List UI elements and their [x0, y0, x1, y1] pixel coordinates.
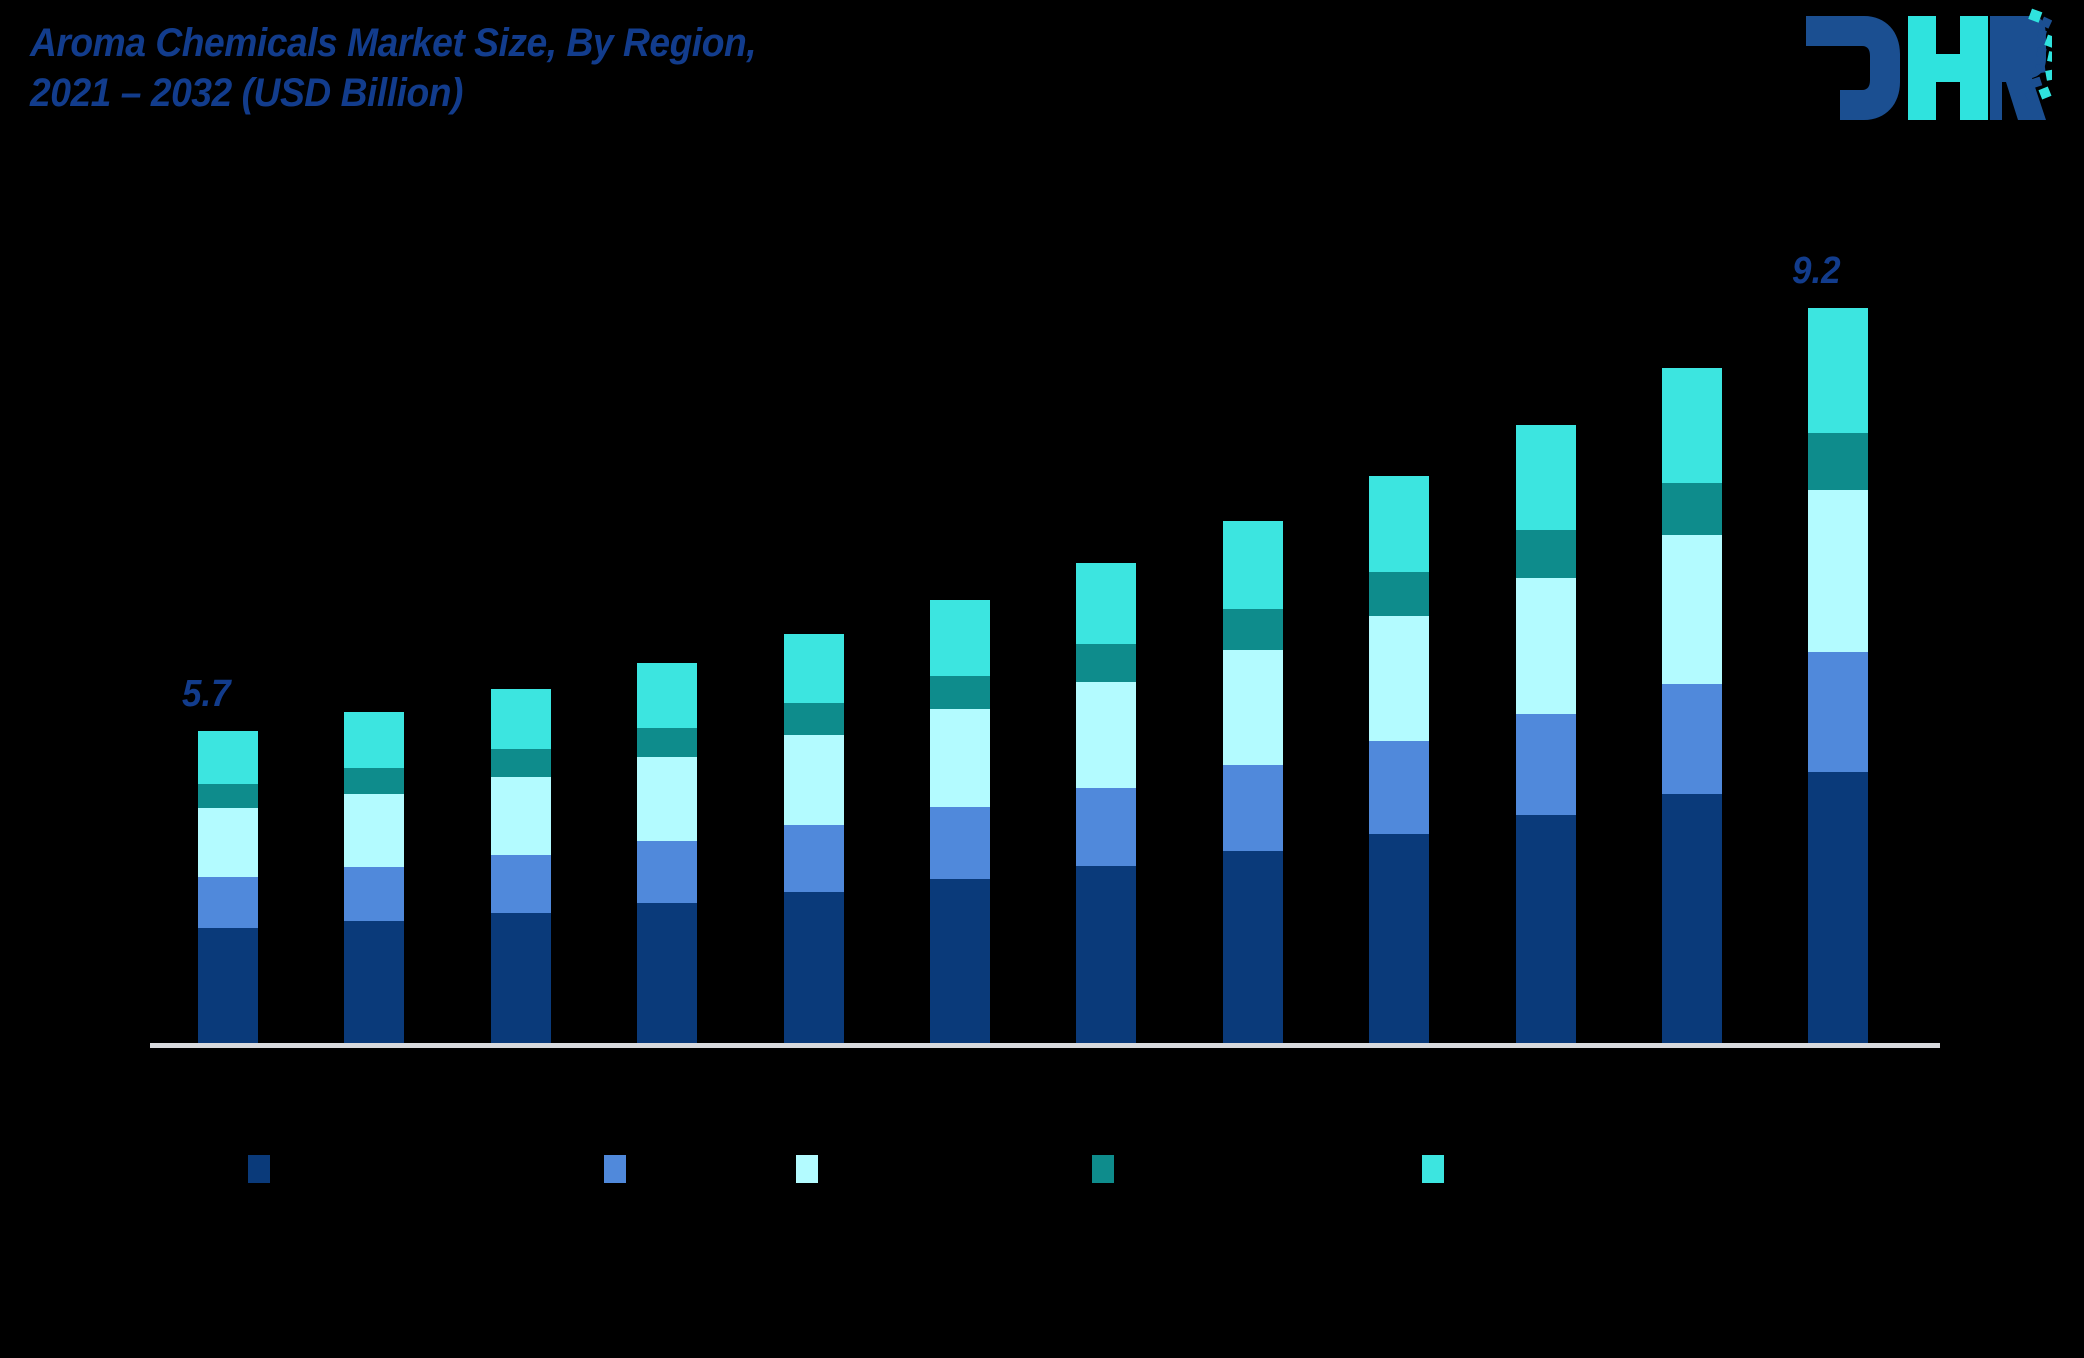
bar-segment-2025-s0: [783, 892, 844, 1043]
bar-segment-2029-s2: [1369, 615, 1430, 742]
bar-2023[interactable]: [490, 689, 551, 1043]
bar-segment-2032-s0: [1808, 771, 1869, 1043]
bar-segment-2027-s2: [1076, 681, 1137, 788]
bar-segment-2026-s4: [930, 600, 990, 676]
bar-segment-2022-s1: [344, 866, 405, 922]
data-label-2032: 9.2: [1792, 250, 1841, 292]
bar-segment-2021-s2: [198, 808, 258, 878]
data-label-2021: 5.7: [182, 673, 231, 716]
legend-item-4[interactable]: [1422, 1155, 1458, 1183]
logo-letter-d: [1806, 16, 1900, 120]
bar-segment-2028-s1: [1222, 765, 1283, 851]
bar-segment-2024-s0: [637, 903, 698, 1043]
bar-segment-2031-s4: [1662, 368, 1722, 483]
bar-segment-2025-s2: [783, 735, 844, 826]
bar-segment-2028-s2: [1222, 649, 1283, 766]
bar-segment-2024-s1: [637, 841, 698, 903]
bar-segment-2023-s2: [490, 776, 551, 855]
bar-segment-2032-s4: [1808, 308, 1869, 433]
bar-segment-2029-s0: [1369, 833, 1430, 1043]
bar-2026[interactable]: [930, 600, 990, 1043]
bar-segment-2032-s1: [1808, 651, 1869, 772]
legend-swatch-3: [1092, 1155, 1114, 1183]
bar-segment-2030-s1: [1515, 714, 1576, 815]
bar-2021[interactable]: [198, 731, 258, 1043]
bar-segment-2031-s3: [1662, 483, 1722, 535]
bar-2030[interactable]: [1515, 425, 1576, 1043]
legend-swatch-2: [796, 1155, 818, 1183]
bar-segment-2031-s0: [1662, 794, 1722, 1043]
bar-2027[interactable]: [1076, 562, 1137, 1043]
bar-segment-2032-s3: [1808, 432, 1869, 490]
bar-segment-2030-s3: [1515, 530, 1576, 578]
bar-segment-2032-s2: [1808, 489, 1869, 652]
bar-segment-2030-s4: [1515, 425, 1576, 531]
bar-2024[interactable]: [637, 663, 698, 1043]
legend-item-0[interactable]: [248, 1155, 284, 1183]
bar-2022[interactable]: [344, 711, 405, 1043]
bar-segment-2021-s1: [198, 877, 258, 929]
dhr-logo-svg: [1806, 8, 2059, 120]
bar-2032[interactable]: [1808, 308, 1869, 1043]
bar-segment-2022-s0: [344, 921, 405, 1043]
logo-letter-h: [1908, 16, 1988, 120]
page-title: Aroma Chemicals Market Size, By Region, …: [30, 21, 757, 115]
bar-segment-2023-s0: [490, 912, 551, 1043]
bar-segment-2028-s3: [1222, 609, 1283, 650]
legend-swatch-0: [248, 1155, 270, 1183]
bar-segment-2023-s3: [490, 749, 551, 777]
bar-segment-2025-s3: [783, 703, 844, 736]
bar-segment-2022-s4: [344, 711, 405, 768]
legend-item-2[interactable]: [796, 1155, 832, 1183]
bar-segment-2031-s1: [1662, 684, 1722, 795]
bar-2031[interactable]: [1662, 368, 1722, 1043]
bar-segment-2029-s4: [1369, 475, 1430, 573]
legend-swatch-4: [1422, 1155, 1444, 1183]
bar-segment-2030-s2: [1515, 577, 1576, 715]
bar-segment-2027-s0: [1076, 865, 1137, 1043]
bar-segment-2026-s1: [930, 807, 990, 880]
bar-segment-2023-s4: [490, 689, 551, 750]
bar-segment-2029-s1: [1369, 741, 1430, 834]
bar-segment-2027-s1: [1076, 787, 1137, 866]
bar-segment-2026-s3: [930, 675, 990, 710]
bar-2029[interactable]: [1369, 475, 1430, 1043]
legend-swatch-1: [604, 1155, 626, 1183]
bar-segment-2030-s0: [1515, 814, 1576, 1043]
bar-segment-2025-s1: [783, 825, 844, 893]
bar-segment-2028-s4: [1222, 520, 1283, 610]
bar-segment-2023-s1: [490, 854, 551, 913]
legend-item-1[interactable]: [604, 1155, 640, 1183]
bar-segment-2022-s2: [344, 793, 405, 867]
chart-legend: [0, 1155, 2084, 1215]
bar-segment-2028-s0: [1222, 850, 1283, 1043]
bar-segment-2027-s4: [1076, 562, 1137, 645]
bar-segment-2027-s3: [1076, 644, 1137, 682]
legend-item-3[interactable]: [1092, 1155, 1128, 1183]
bar-segment-2026-s0: [930, 879, 990, 1043]
bar-segment-2021-s3: [198, 784, 258, 809]
bar-segment-2024-s2: [637, 756, 698, 842]
bar-segment-2024-s3: [637, 728, 698, 757]
bar-segment-2021-s4: [198, 731, 258, 785]
x-axis-line: [150, 1043, 1940, 1048]
bar-2025[interactable]: [783, 633, 844, 1043]
bar-segment-2031-s2: [1662, 534, 1722, 685]
bar-segment-2029-s3: [1369, 572, 1430, 616]
dhr-logo: [1802, 8, 2059, 128]
bar-segment-2022-s3: [344, 767, 405, 794]
bar-segment-2021-s0: [198, 928, 258, 1043]
bar-2028[interactable]: [1222, 520, 1283, 1043]
bar-segment-2025-s4: [783, 633, 844, 704]
bar-segment-2024-s4: [637, 663, 698, 728]
bar-segment-2026-s2: [930, 709, 990, 808]
